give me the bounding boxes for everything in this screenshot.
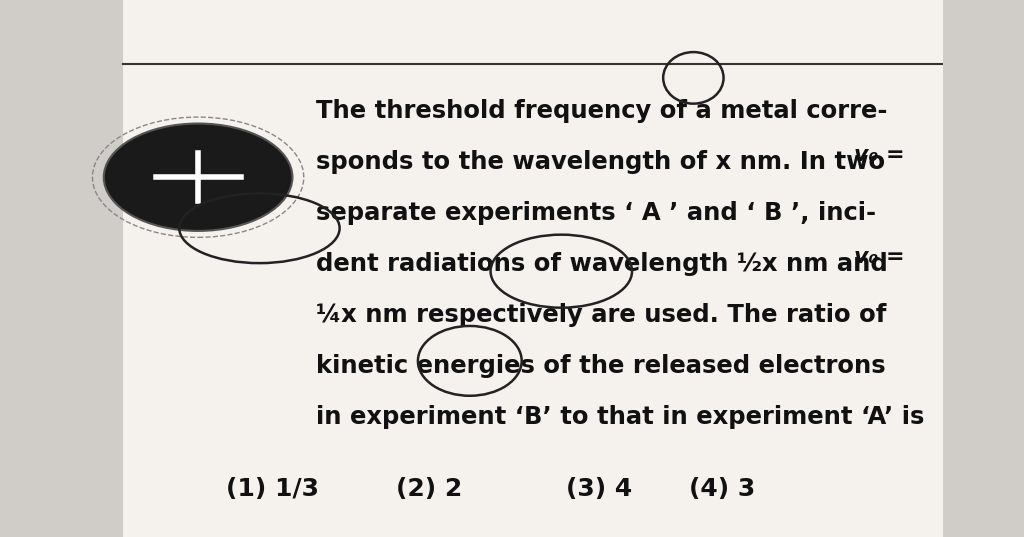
Text: (2) 2: (2) 2 xyxy=(396,477,463,500)
Text: ¼x nm respectively are used. The ratio of: ¼x nm respectively are used. The ratio o… xyxy=(316,303,887,328)
Circle shape xyxy=(103,124,293,231)
Text: v₀ =: v₀ = xyxy=(854,247,904,267)
FancyBboxPatch shape xyxy=(123,0,943,537)
Text: The threshold frequency of a metal corre-: The threshold frequency of a metal corre… xyxy=(316,99,888,124)
Text: (1) 1/3: (1) 1/3 xyxy=(226,477,319,500)
Text: separate experiments ‘ A ’ and ‘ B ’, inci-: separate experiments ‘ A ’ and ‘ B ’, in… xyxy=(316,201,877,226)
Text: (4) 3: (4) 3 xyxy=(689,477,755,500)
Text: in experiment ‘B’ to that in experiment ‘A’ is: in experiment ‘B’ to that in experiment … xyxy=(316,405,925,430)
Text: kinetic energies of the released electrons: kinetic energies of the released electro… xyxy=(316,354,886,379)
Text: (3) 4: (3) 4 xyxy=(566,477,632,500)
Text: sponds to the wavelength of x nm. In two: sponds to the wavelength of x nm. In two xyxy=(316,150,885,175)
Text: v₀ =: v₀ = xyxy=(854,145,904,165)
Text: dent radiations of wavelength ½x nm and: dent radiations of wavelength ½x nm and xyxy=(316,252,888,277)
